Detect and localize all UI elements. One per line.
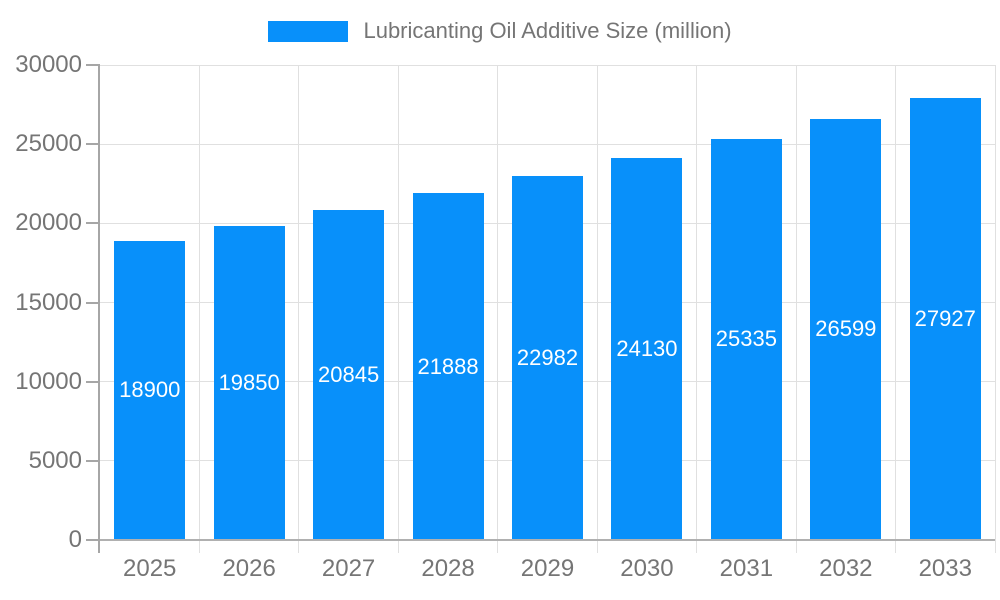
x-tick-label: 2032 [819,555,873,582]
x-tick-label: 2025 [123,555,177,582]
y-tick-label: 5000 [28,446,82,474]
bar[interactable]: 19850 [213,225,285,540]
legend-item[interactable]: Lubricanting Oil Additive Size (million) [0,18,1000,44]
bar[interactable]: 20845 [313,209,385,540]
x-tick-label: 2030 [620,555,674,582]
v-gridline [596,65,598,553]
x-tick-label: 2031 [719,555,774,582]
y-tick-label: 15000 [15,288,82,316]
v-gridline [994,65,996,553]
bar-value-label: 22982 [516,345,579,371]
bar-value-label: 24130 [616,335,678,361]
y-axis-tick [86,539,100,541]
y-axis-line [98,65,100,553]
v-gridline [198,65,200,553]
y-axis-tick [86,459,100,462]
y-axis-tick [86,143,100,146]
legend-label: Lubricanting Oil Additive Size (million) [363,18,732,43]
bar-value-label: 19850 [218,369,280,395]
v-gridline [795,65,797,553]
v-gridline [298,65,300,553]
v-gridline [397,65,399,553]
x-tick-label: 2033 [918,555,972,582]
bar-value-label: 27927 [914,305,976,331]
bar[interactable]: 26599 [810,118,882,540]
bar-value-label: 18900 [119,377,181,403]
v-gridline [696,65,698,553]
bar-value-label: 26599 [815,316,877,342]
v-gridline [497,65,499,553]
y-axis-tick [86,222,100,225]
y-tick-label: 30000 [15,51,82,78]
x-tick-label: 2028 [421,555,475,582]
h-gridline [100,143,995,145]
y-tick-label: 20000 [15,209,82,237]
bar[interactable]: 25335 [710,138,782,540]
y-tick-label: 25000 [15,130,82,158]
h-gridline [100,64,995,66]
y-tick-label: 0 [68,526,82,553]
bar[interactable]: 22982 [512,176,583,540]
legend-swatch [268,20,349,42]
bar-value-label: 25335 [715,326,777,352]
bar-value-label: 21888 [417,353,479,379]
v-gridline [895,65,897,553]
bar-value-label: 20845 [318,361,380,387]
x-tick-label: 2026 [222,555,276,582]
y-axis-tick [86,64,100,66]
x-tick-label: 2029 [520,555,575,582]
bar[interactable]: 24130 [611,157,683,540]
x-tick-label: 2027 [321,555,376,582]
x-axis-baseline [100,539,995,541]
y-axis-tick [86,380,100,383]
y-tick-label: 10000 [15,367,82,395]
bar[interactable]: 27927 [909,97,981,540]
y-axis-tick [86,301,100,304]
bar[interactable]: 21888 [412,193,484,540]
bar[interactable]: 18900 [114,240,186,540]
